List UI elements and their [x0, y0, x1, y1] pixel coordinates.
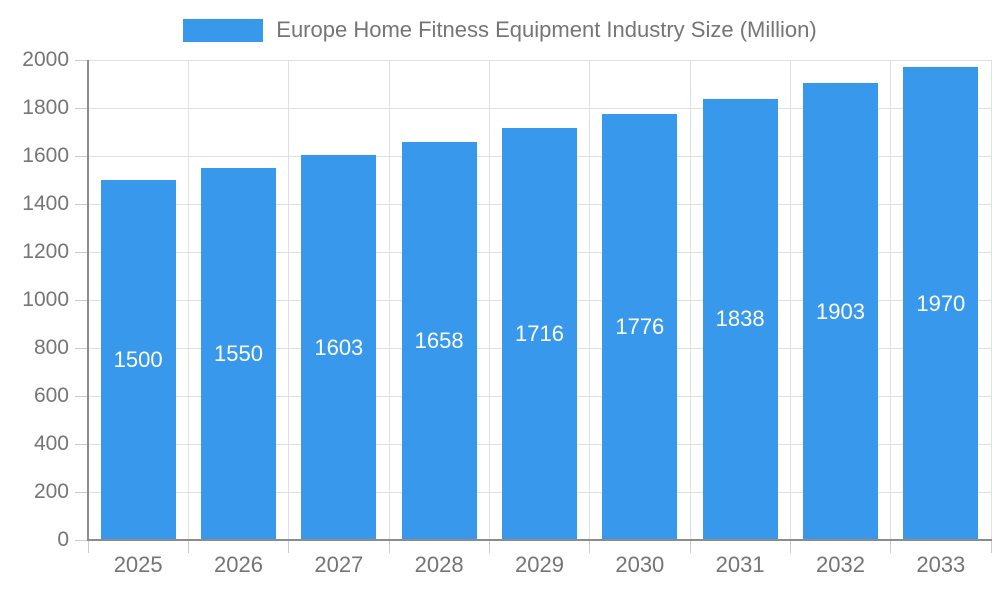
x-axis-line — [87, 539, 992, 541]
y-axis-line — [87, 60, 89, 541]
y-axis-tick — [75, 203, 88, 205]
x-axis-tick — [87, 541, 89, 553]
bar-2032: 1903 — [803, 83, 878, 540]
bar-value-label: 1970 — [916, 290, 966, 316]
y-axis-tick — [75, 443, 88, 445]
y-axis-tick-label: 600 — [33, 384, 69, 407]
y-axis-tick — [75, 491, 88, 493]
x-axis-tick — [789, 541, 791, 553]
gridline-vertical — [589, 60, 591, 540]
bar-value-label: 1658 — [414, 328, 464, 354]
legend-label: Europe Home Fitness Equipment Industry S… — [276, 17, 817, 42]
bar-2030: 1776 — [602, 113, 678, 540]
x-axis-tick — [689, 541, 691, 553]
y-axis-tick — [75, 107, 88, 109]
bar-value-label: 1500 — [113, 347, 163, 372]
y-axis-tick — [75, 155, 88, 157]
gridline-vertical — [488, 60, 490, 540]
x-axis-tick — [187, 541, 189, 553]
y-axis-tick-label: 1000 — [22, 288, 69, 311]
legend-item[interactable]: Europe Home Fitness Equipment Industry S… — [0, 17, 1000, 43]
legend-swatch — [183, 18, 264, 42]
bar-2033: 1970 — [903, 67, 979, 540]
x-axis-label: 2029 — [515, 552, 564, 577]
y-axis-tick-label: 1800 — [22, 96, 69, 119]
y-axis-tick-label: 0 — [57, 528, 69, 551]
y-axis-tick-label: 1200 — [22, 240, 69, 263]
x-axis-label: 2032 — [816, 552, 865, 577]
x-axis-label: 2027 — [314, 552, 364, 577]
y-axis-tick — [75, 347, 88, 349]
x-axis-label: 2028 — [414, 552, 464, 577]
gridline-horizontal — [88, 107, 991, 109]
y-axis-tick-label: 2000 — [22, 48, 69, 71]
bar-value-label: 1716 — [515, 321, 564, 347]
y-axis-tick-label: 1600 — [22, 144, 69, 167]
x-axis-tick — [288, 541, 290, 553]
y-axis-tick-label: 800 — [33, 336, 69, 359]
bar-value-label: 1903 — [816, 298, 865, 324]
x-axis-label: 2033 — [916, 552, 966, 577]
y-axis-tick-label: 400 — [33, 432, 69, 455]
bar-2025: 1500 — [100, 180, 176, 540]
gridline-vertical — [689, 60, 691, 540]
bar-2029: 1716 — [502, 128, 577, 540]
bar-value-label: 1776 — [615, 313, 665, 339]
gridline-vertical — [890, 60, 892, 540]
gridline-vertical — [187, 60, 189, 540]
gridline-vertical — [789, 60, 791, 540]
x-axis-tick — [890, 541, 892, 553]
y-axis-tick-label: 1400 — [22, 192, 69, 215]
x-axis-label: 2030 — [615, 552, 665, 577]
y-axis-tick — [75, 59, 88, 61]
bar-2031: 1838 — [702, 98, 778, 540]
plot-area: 1500 1550 1603 1658 1716 1776 1838 1903 1970 0 20… — [22, 48, 992, 577]
x-axis-tick — [589, 541, 591, 553]
y-axis-tick — [75, 299, 88, 301]
x-axis-tick — [990, 541, 992, 553]
gridline-vertical — [288, 60, 290, 540]
y-axis-tick-label: 200 — [33, 480, 69, 503]
x-axis-tick — [388, 541, 390, 553]
gridline-horizontal — [88, 59, 991, 61]
y-axis-tick — [75, 251, 88, 253]
bar-2026: 1550 — [201, 168, 276, 540]
x-axis-label: 2025 — [113, 552, 163, 577]
bar-value-label: 1550 — [214, 341, 263, 366]
bar-value-label: 1838 — [715, 306, 765, 332]
y-axis-tick — [75, 539, 88, 541]
x-axis-label: 2031 — [715, 552, 765, 577]
y-axis-tick — [75, 395, 88, 397]
x-axis-tick — [488, 541, 490, 553]
bar-value-label: 1603 — [314, 334, 364, 360]
bar-2027: 1603 — [301, 155, 377, 540]
gridline-vertical — [388, 60, 390, 540]
bar-2028: 1658 — [401, 142, 477, 540]
gridline-vertical — [990, 60, 992, 540]
x-axis-label: 2026 — [214, 552, 263, 577]
